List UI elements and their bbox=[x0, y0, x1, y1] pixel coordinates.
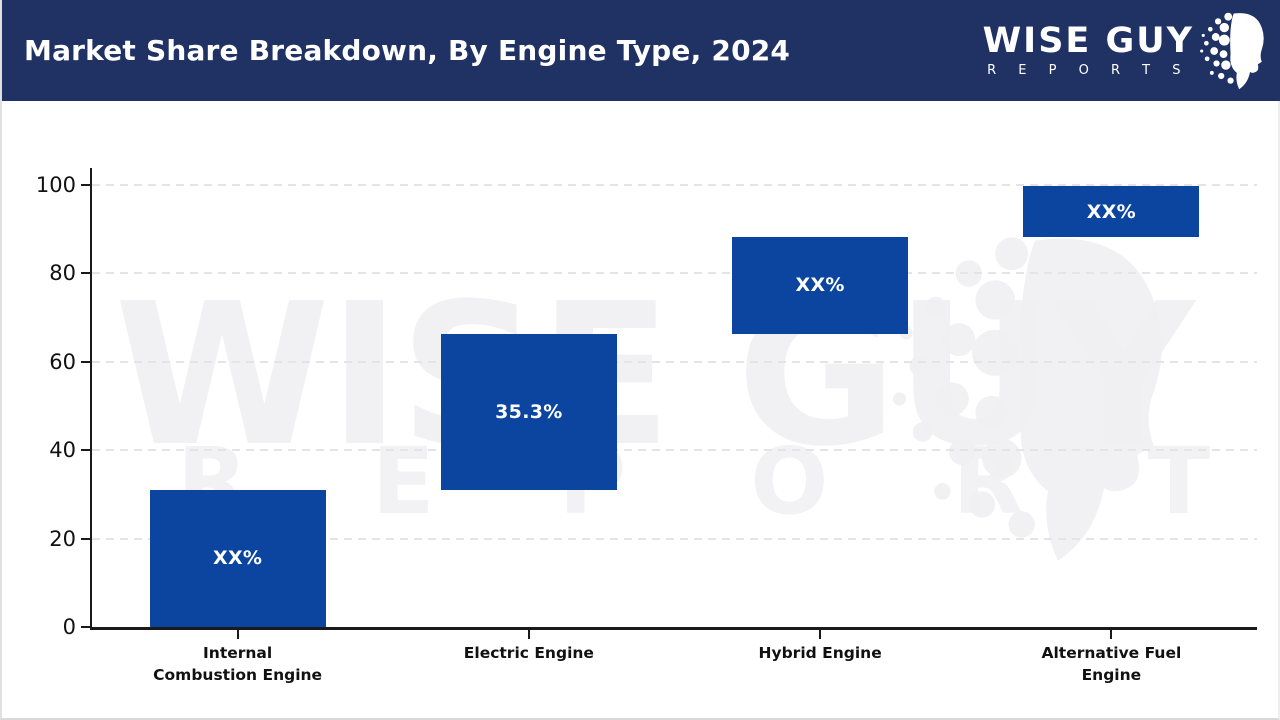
brand-name: WISE GUY bbox=[982, 21, 1194, 61]
x-axis-tick-mark bbox=[1110, 630, 1113, 639]
x-axis-category-label: Hybrid Engine bbox=[758, 644, 882, 662]
bar-segment: XX% bbox=[732, 236, 909, 334]
y-axis-tick-label: 20 bbox=[49, 526, 76, 551]
gridline-y-60 bbox=[92, 360, 1257, 363]
bar-segment: XX% bbox=[149, 489, 326, 627]
bar-value-label: XX% bbox=[1086, 200, 1136, 223]
y-axis-tick-mark bbox=[81, 537, 90, 540]
gridline-y-80 bbox=[92, 272, 1257, 275]
watermark-face-dots-icon bbox=[892, 237, 1162, 561]
y-axis-tick-label: 40 bbox=[49, 438, 76, 463]
x-axis-category-label: Alternative Fuel Engine bbox=[1041, 644, 1182, 684]
bar-value-label: 35.3% bbox=[495, 400, 563, 423]
gridline-y-100 bbox=[92, 183, 1257, 186]
y-axis-tick-label: 100 bbox=[35, 172, 76, 197]
bar-segment: XX% bbox=[1023, 186, 1200, 237]
bar-value-label: XX% bbox=[213, 547, 263, 570]
bar-segment: 35.3% bbox=[440, 333, 617, 490]
x-axis-category-label: Electric Engine bbox=[463, 644, 594, 662]
face-dots-logo-icon bbox=[1200, 12, 1264, 89]
x-axis-tick-mark bbox=[819, 630, 822, 639]
y-axis-tick-mark bbox=[81, 626, 90, 628]
brand-logo: WISE GUY R E P O R T S bbox=[983, 10, 1268, 92]
waterfall-chart-plot-area: 0 20 40 60 80 100 XX% Internal Combustion Engine… bbox=[36, 168, 1257, 684]
brand-logo-text: WISE GUY R E P O R T S bbox=[982, 21, 1194, 78]
y-axis-tick-mark bbox=[81, 360, 90, 363]
page-title: Market Share Breakdown, By Engine Type, … bbox=[24, 34, 791, 67]
y-axis-tick-label: 60 bbox=[49, 349, 76, 374]
y-axis-tick-mark bbox=[81, 272, 90, 275]
y-axis-tick-mark bbox=[81, 183, 90, 186]
y-axis-tick-label: 80 bbox=[49, 261, 76, 286]
x-axis-category-label: Internal Combustion Engine bbox=[153, 644, 323, 684]
gridline-y-20 bbox=[92, 537, 1257, 540]
gridline-y-40 bbox=[92, 449, 1257, 452]
brand-subtitle: R E P O R T S bbox=[987, 63, 1190, 78]
x-axis-tick-mark bbox=[236, 630, 239, 639]
y-axis-tick-label: 0 bbox=[62, 615, 76, 639]
header-bar: Market Share Breakdown, By Engine Type, … bbox=[2, 0, 1280, 101]
x-axis-tick-mark bbox=[527, 630, 530, 639]
y-axis-tick-mark bbox=[81, 449, 90, 452]
bar-value-label: XX% bbox=[795, 274, 845, 297]
